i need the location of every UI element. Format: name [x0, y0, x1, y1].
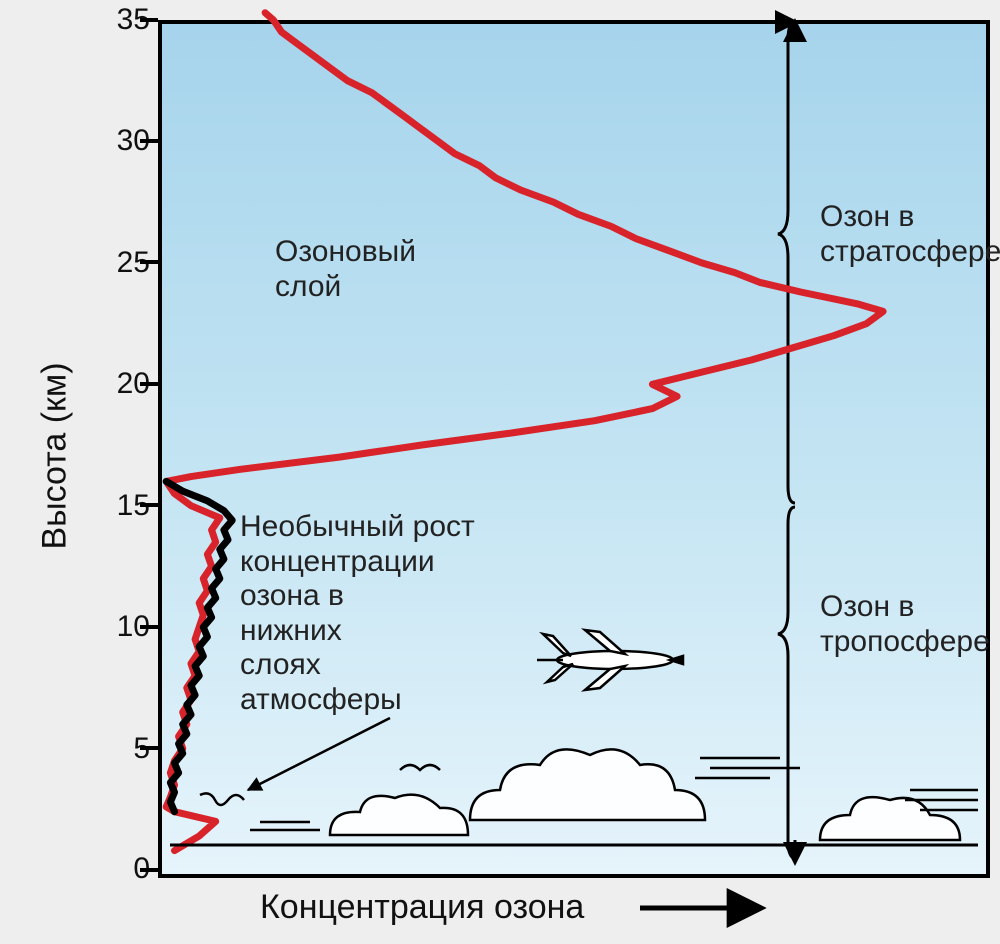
ytick-mark [140, 18, 158, 22]
ytick-mark [140, 746, 158, 750]
ytick-mark [140, 625, 158, 629]
ytick-mark [140, 868, 158, 872]
ytick-mark [140, 382, 158, 386]
label-unusual-rise: Необычный рост концентрации озона в нижн… [240, 510, 475, 717]
ytick-mark [140, 503, 158, 507]
label-troposphere-ozone: Озон в тропосфере [820, 590, 990, 659]
y-axis-label: Высота (км) [36, 350, 75, 550]
x-axis-label: Концентрация озона [260, 888, 584, 927]
plot-area [158, 20, 990, 878]
ytick-mark [140, 260, 158, 264]
diagram-stage: 0 5 10 15 20 25 30 35 Высота (км) Концен… [0, 0, 1000, 944]
label-stratosphere-ozone: Озон в стратосфере [820, 200, 1000, 269]
label-ozone-layer: Озоновый слой [275, 235, 416, 304]
ytick-mark [140, 139, 158, 143]
